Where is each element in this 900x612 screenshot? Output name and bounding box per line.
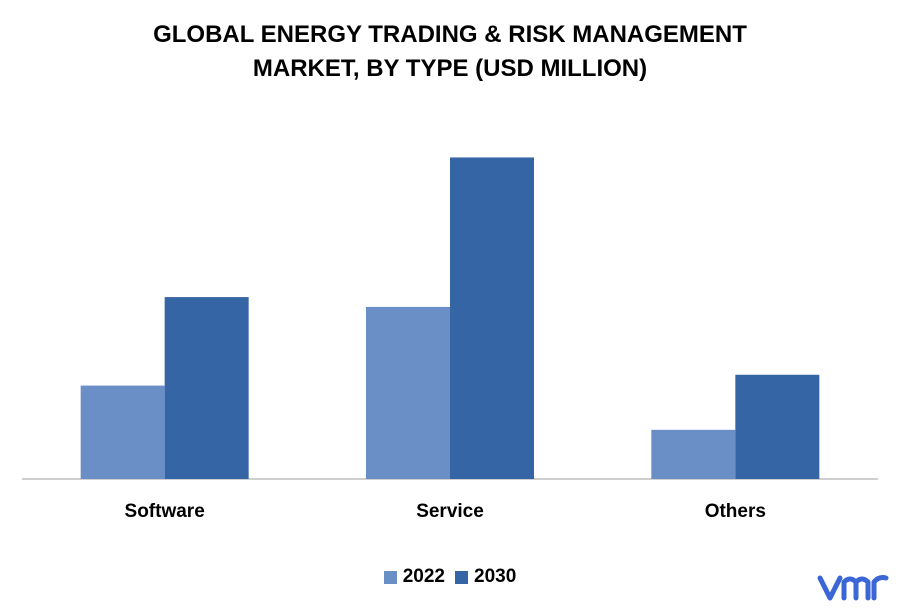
legend-swatch-2030 [455,570,468,584]
x-tick-label-service: Service [416,501,484,522]
bar-software-2022 [80,385,165,479]
bar-others-2030 [735,374,820,479]
legend-swatch-2022 [383,570,397,584]
legend-item-2030: 2030 [455,566,516,588]
bar-service-2022 [366,306,450,479]
legend-item-2022: 2022 [383,566,445,588]
chart-title-line-1: GLOBAL ENERGY TRADING & RISK MANAGEMENT [153,21,747,48]
x-tick-label-others: Others [705,501,766,522]
legend-label-2022: 2022 [402,566,445,587]
chart-title: GLOBAL ENERGY TRADING & RISK MANAGEMENT … [0,18,900,86]
chart-legend: 2022 2030 [0,566,900,588]
bar-software-2030 [164,297,249,479]
bar-others-2022 [651,429,736,479]
x-tick-label-software: Software [125,501,205,522]
chart-title-line-2: MARKET, BY TYPE (USD MILLION) [252,55,648,82]
bar-service-2030 [450,157,534,479]
legend-label-2030: 2030 [474,566,517,587]
vmr-logo-icon [817,575,889,601]
